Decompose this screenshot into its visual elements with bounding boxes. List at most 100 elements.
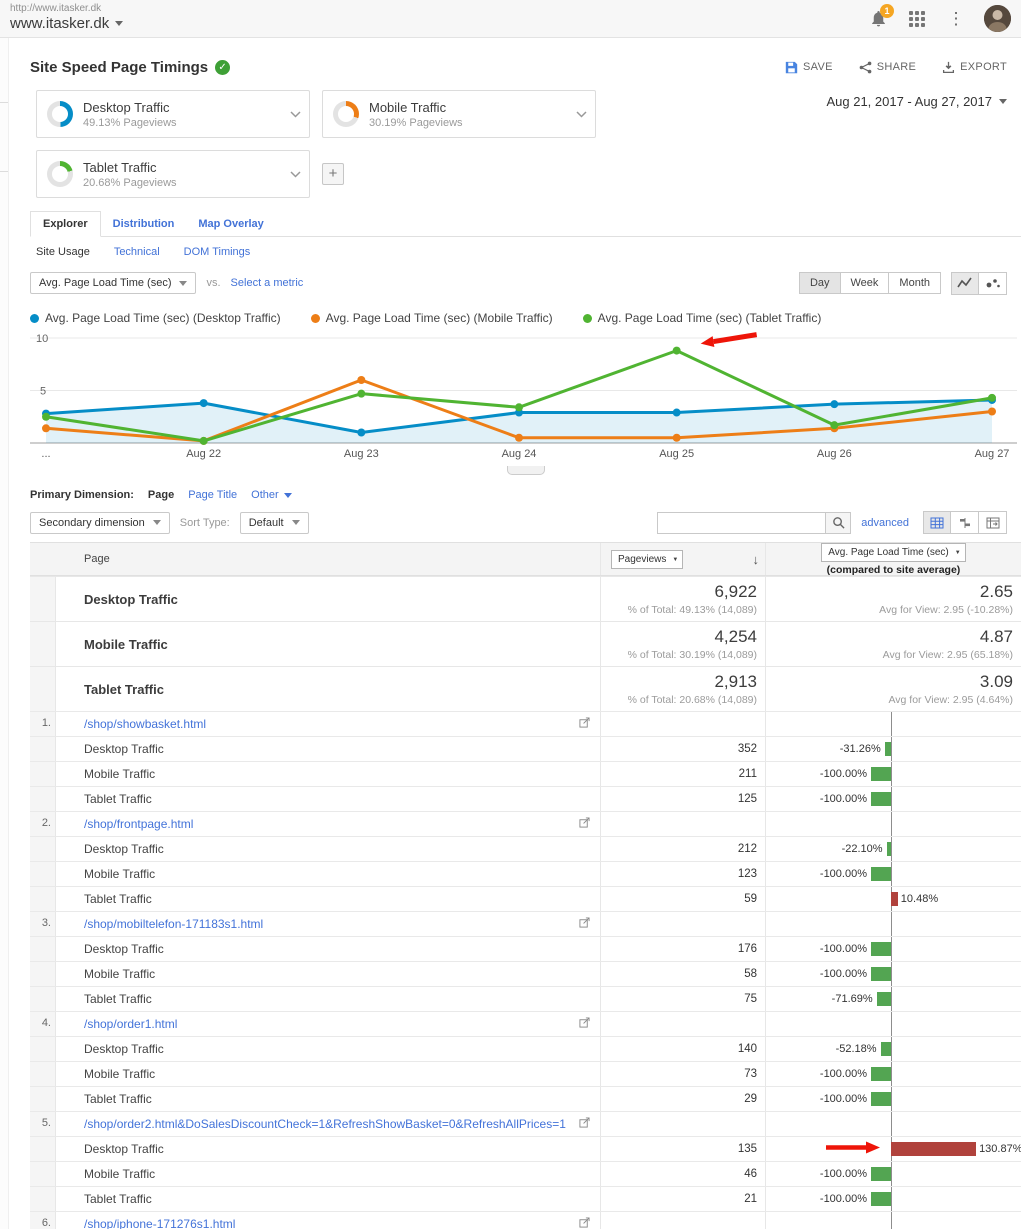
dimension-page-title[interactable]: Page Title — [188, 489, 238, 501]
page-url-link[interactable]: /shop/mobiltelefon-171183s1.html — [84, 917, 264, 931]
dimension-bar: Primary Dimension: Page Page Title Other — [30, 489, 1021, 501]
segment-pageviews-value: 352 — [737, 743, 757, 755]
secondary-dimension-button[interactable]: Secondary dimension — [30, 511, 170, 534]
page-url-link[interactable]: /shop/frontpage.html — [84, 817, 194, 831]
delta-label: 130.87% — [979, 1143, 1021, 1155]
summary-segment-name: Mobile Traffic — [84, 636, 168, 652]
apps-grid-icon[interactable] — [906, 8, 928, 30]
segment-row-name: Desktop Traffic — [84, 1142, 164, 1156]
notifications-button[interactable]: 1 — [867, 3, 894, 30]
granularity-week[interactable]: Week — [840, 272, 890, 294]
page-url-link[interactable]: /shop/iphone-171276s1.html — [84, 1217, 236, 1229]
tab-distribution[interactable]: Distribution — [112, 218, 175, 230]
tab-explorer[interactable]: Explorer — [30, 211, 101, 237]
delta-label: -100.00% — [819, 1068, 867, 1080]
view-comparison-button[interactable] — [951, 511, 979, 534]
metric-dropdown[interactable]: Avg. Page Load Time (sec) — [30, 272, 197, 294]
subtab-site-usage[interactable]: Site Usage — [36, 246, 90, 258]
open-in-new-icon[interactable] — [579, 817, 590, 831]
table-view-icon — [930, 517, 944, 528]
summary-segment-name: Tablet Traffic — [84, 681, 164, 697]
sort-type-dropdown[interactable]: Default — [239, 511, 309, 534]
share-button[interactable]: SHARE — [859, 61, 916, 74]
summary-metric: 4.87 — [979, 627, 1013, 646]
segment-row-name: Tablet Traffic — [84, 992, 152, 1006]
svg-text:...: ... — [41, 448, 50, 460]
open-in-new-icon[interactable] — [579, 1117, 590, 1131]
svg-text:Aug 25: Aug 25 — [659, 448, 694, 460]
segment-card-tablet-traffic[interactable]: Tablet Traffic 20.68% Pageviews — [36, 150, 310, 198]
advanced-link[interactable]: advanced — [861, 516, 909, 529]
view-toggle-group — [923, 511, 1007, 534]
timeseries-chart[interactable]: 5 10... Aug 22 Aug 23 Aug 24 Aug 25 Aug 26 Aug … — [30, 331, 1021, 475]
pageviews-column-dropdown[interactable]: Pageviews — [611, 549, 684, 569]
delta-bar — [876, 992, 891, 1006]
save-button[interactable]: SAVE — [785, 61, 833, 74]
delta-bar — [871, 1167, 891, 1181]
chart-resize-handle[interactable] — [506, 466, 545, 475]
avatar[interactable] — [984, 5, 1011, 32]
table-row-url: 3. /shop/mobiltelefon-171183s1.html — [30, 911, 1021, 936]
overflow-menu-icon[interactable]: ⋮ — [947, 8, 965, 28]
delta-label: -22.10% — [841, 843, 883, 855]
table-search-input[interactable] — [657, 511, 826, 534]
segment-card-desktop-traffic[interactable]: Desktop Traffic 49.13% Pageviews — [36, 90, 310, 138]
select-metric-link[interactable]: Select a metric — [230, 277, 304, 289]
segment-row-name: Tablet Traffic — [84, 792, 152, 806]
subtab-dom-timings[interactable]: DOM Timings — [183, 246, 251, 258]
delta-bar — [891, 1142, 977, 1156]
add-segment-button[interactable]: + — [322, 163, 344, 185]
column-header-page[interactable]: Page — [84, 553, 110, 565]
legend-label: Avg. Page Load Time (sec) (Mobile Traffi… — [325, 311, 553, 325]
legend-dot — [582, 313, 592, 323]
chevron-down-icon — [999, 99, 1007, 104]
metric-column-dropdown[interactable]: Avg. Page Load Time (sec) — [821, 542, 966, 562]
delta-baseline — [891, 1087, 892, 1111]
delta-bar — [886, 842, 891, 856]
open-in-new-icon[interactable] — [579, 717, 590, 731]
granularity-day[interactable]: Day — [798, 272, 841, 294]
chevron-down-icon — [290, 165, 301, 183]
chart-type-motion-button[interactable] — [979, 271, 1007, 295]
delta-baseline — [891, 1187, 892, 1211]
segment-donut-icon — [333, 101, 359, 127]
open-in-new-icon[interactable] — [579, 1217, 590, 1229]
delta-label: -100.00% — [819, 793, 867, 805]
page-url-link[interactable]: /shop/order1.html — [84, 1017, 178, 1031]
tab-map-overlay[interactable]: Map Overlay — [198, 218, 264, 230]
table-controls: Secondary dimension Sort Type: Default a… — [30, 511, 1021, 534]
chevron-down-icon — [115, 21, 124, 26]
metric-bar: Avg. Page Load Time (sec) vs. Select a m… — [30, 268, 1021, 298]
table-header: Page Pageviews ↓ Avg. Page Load Time (se… — [30, 542, 1021, 576]
summary-metric-avg: Avg for View: 2.95 (-10.28%) — [879, 604, 1013, 616]
subtab-technical[interactable]: Technical — [113, 246, 160, 258]
delta-baseline — [891, 837, 892, 861]
legend-dot — [310, 313, 320, 323]
chart-type-line-button[interactable] — [951, 271, 979, 295]
sort-descending-icon[interactable]: ↓ — [752, 551, 760, 567]
open-in-new-icon[interactable] — [579, 1017, 590, 1031]
open-in-new-icon[interactable] — [579, 917, 590, 931]
page-url-link[interactable]: /shop/order2.html&DoSalesDiscountCheck=1… — [84, 1117, 566, 1131]
dimension-page[interactable]: Page — [147, 489, 175, 501]
page-url-link[interactable]: /shop/showbasket.html — [84, 717, 207, 731]
date-range-selector[interactable]: Aug 21, 2017 - Aug 27, 2017 — [826, 94, 1007, 109]
granularity-month[interactable]: Month — [889, 272, 941, 294]
view-table-button[interactable] — [923, 511, 951, 534]
segment-pageviews-value: 125 — [737, 793, 757, 805]
table-row-segment: Mobile Traffic 73 -100.00% — [30, 1061, 1021, 1086]
delta-label: -100.00% — [819, 868, 867, 880]
search-button[interactable] — [825, 511, 852, 534]
view-pivot-button[interactable] — [979, 511, 1007, 534]
account-selector[interactable]: www.itasker.dk — [10, 15, 1021, 32]
dimension-other[interactable]: Other — [251, 489, 279, 501]
summary-segment-name: Desktop Traffic — [84, 591, 178, 607]
export-button[interactable]: EXPORT — [942, 61, 1007, 74]
report-tabs: Explorer Distribution Map Overlay — [30, 210, 1021, 237]
delta-label: -100.00% — [819, 968, 867, 980]
segment-card-mobile-traffic[interactable]: Mobile Traffic 30.19% Pageviews — [322, 90, 596, 138]
annotation-arrow-table — [824, 1141, 880, 1158]
summary-metric: 2.65 — [979, 582, 1013, 601]
delta-bar — [871, 1192, 891, 1206]
granularity-toggle: Day Week Month — [798, 272, 941, 294]
